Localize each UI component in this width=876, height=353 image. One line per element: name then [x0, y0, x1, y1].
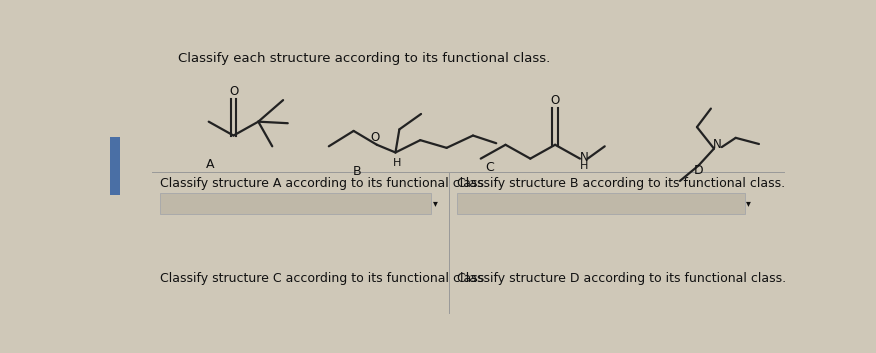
- Text: N: N: [713, 138, 722, 151]
- Text: H: H: [580, 161, 588, 171]
- Text: C: C: [485, 161, 493, 174]
- Text: Classify structure A according to its functional class.: Classify structure A according to its fu…: [160, 177, 488, 190]
- Bar: [110, 137, 120, 195]
- Text: Classify structure C according to its functional class.: Classify structure C according to its fu…: [160, 272, 488, 285]
- Bar: [456, 192, 745, 214]
- Text: N: N: [579, 151, 588, 163]
- Text: O: O: [229, 85, 238, 98]
- Text: A: A: [206, 157, 215, 170]
- Text: O: O: [550, 94, 560, 107]
- Text: Classify structure D according to its functional class.: Classify structure D according to its fu…: [456, 272, 786, 285]
- Text: O: O: [371, 131, 380, 144]
- Text: ▾: ▾: [745, 198, 751, 208]
- Text: ▾: ▾: [433, 198, 437, 208]
- Text: H: H: [392, 158, 401, 168]
- Bar: [160, 192, 431, 214]
- Text: Classify each structure according to its functional class.: Classify each structure according to its…: [178, 52, 550, 65]
- Text: B: B: [353, 165, 362, 178]
- Text: D: D: [694, 164, 703, 178]
- Text: Classify structure B according to its functional class.: Classify structure B according to its fu…: [456, 177, 785, 190]
